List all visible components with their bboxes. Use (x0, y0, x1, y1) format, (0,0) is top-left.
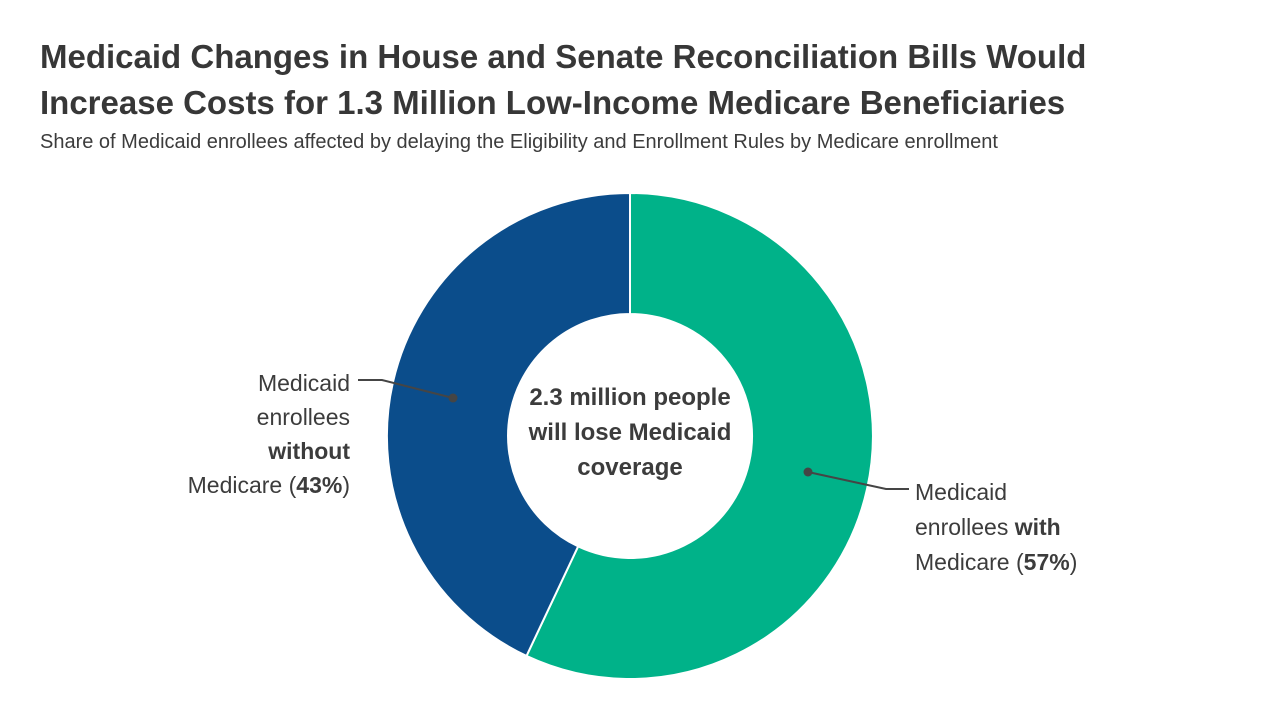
slice-label-line: enrollees with (915, 510, 1215, 545)
donut-center-label: 2.3 million people will lose Medicaid cove… (470, 380, 790, 485)
chart-title: Medicaid Changes in House and Senate Rec… (40, 34, 1240, 126)
slice-label-segment: 43% (296, 472, 343, 498)
slice-label-segment: Medicaid (257, 370, 350, 396)
slice-label-segment: ) (1069, 549, 1078, 575)
slice-label-line: enrollees (50, 400, 350, 434)
slice-label-line: without (50, 434, 350, 468)
center-label-line: coverage (577, 454, 683, 481)
slice-label-segment: 57% (1023, 549, 1070, 575)
slice-label-segment: enrollees (256, 404, 350, 430)
slice-label-line: Medicaid (915, 475, 1215, 510)
chart-title-line-1: Medicaid Changes in House and Senate Rec… (40, 38, 1087, 75)
slice-label-line: Medicare (43%) (50, 468, 350, 502)
leader-dot-left (448, 393, 458, 403)
center-label-line: 2.3 million people (529, 384, 731, 411)
chart-title-line-2: Increase Costs for 1.3 Million Low-Incom… (40, 84, 1066, 121)
center-label-line: will lose Medicaid (528, 419, 732, 446)
slice-label-segment: with (1014, 514, 1061, 540)
leader-dot-right (803, 467, 813, 477)
slice-label-segment: Medicare ( (187, 472, 297, 498)
donut-slice-without-medicare (385, 191, 631, 658)
slice-label-segment: ) (342, 472, 350, 498)
slice-label-line: Medicaid (50, 366, 350, 400)
leader-line-right (807, 471, 909, 490)
header: Medicaid Changes in House and Senate Rec… (40, 34, 1240, 156)
slice-label-segment: Medicaid (915, 479, 1008, 505)
slice-label-without-medicare: Medicaid enrollees without Medicare (43%) (50, 366, 350, 502)
donut-slice-with-medicare (525, 191, 874, 680)
slice-label-line: Medicare (57%) (915, 545, 1215, 580)
slice-label-segment: Medicare ( (915, 549, 1024, 575)
slice-label-with-medicare: Medicaid enrollees with Medicare (57%) (915, 475, 1215, 580)
slice-label-segment: without (268, 438, 350, 464)
chart-subtitle: Share of Medicaid enrollees affected by … (40, 131, 998, 153)
leader-line-left (358, 379, 454, 399)
slice-label-segment: enrollees (915, 514, 1015, 540)
